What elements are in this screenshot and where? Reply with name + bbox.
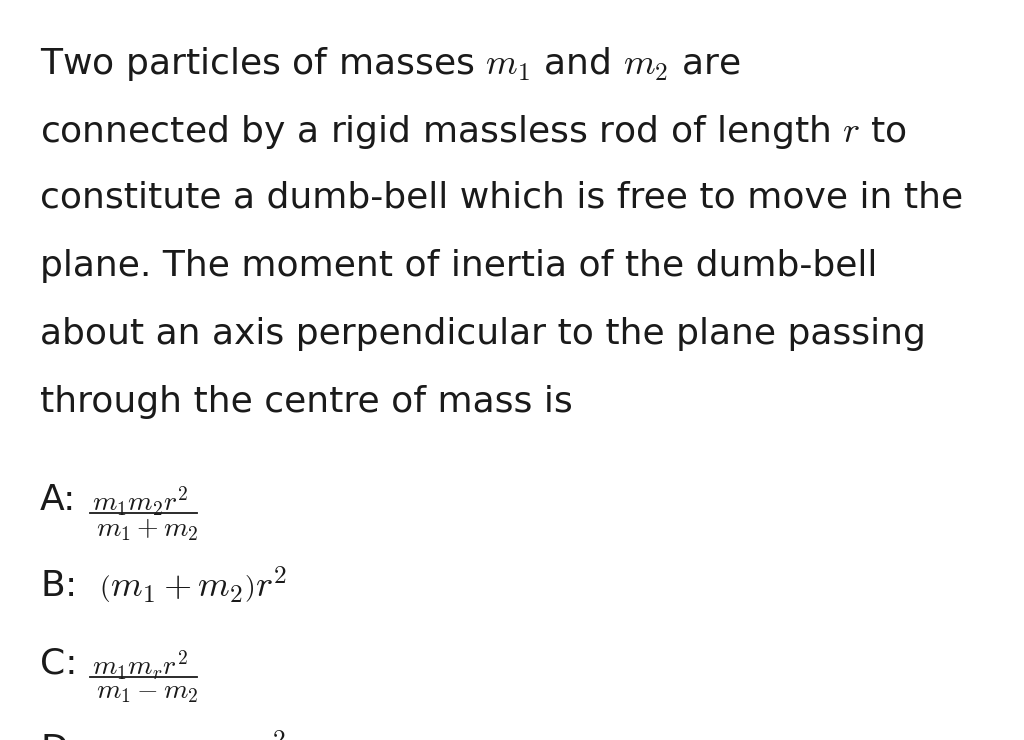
Text: $m_1-m_2$: $m_1-m_2$: [96, 680, 199, 705]
Text: Two particles of masses $m_1$ and $m_2$ are: Two particles of masses $m_1$ and $m_2$ …: [40, 45, 740, 83]
Text: A:: A:: [40, 483, 77, 517]
Text: about an axis perpendicular to the plane passing: about an axis perpendicular to the plane…: [40, 317, 926, 351]
Text: $m_1+m_2$: $m_1+m_2$: [96, 516, 199, 542]
Text: connected by a rigid massless rod of length $r$ to: connected by a rigid massless rod of len…: [40, 113, 907, 151]
Text: B:  $\left(m_1 + m_2\right) r^2$: B: $\left(m_1 + m_2\right) r^2$: [40, 565, 287, 606]
Text: $m_1m_rr^2$: $m_1m_rr^2$: [92, 649, 187, 682]
Text: D:  $\left(m_1 - m_2\right) r^2$: D: $\left(m_1 - m_2\right) r^2$: [40, 729, 286, 740]
Text: through the centre of mass is: through the centre of mass is: [40, 385, 572, 419]
Text: C:: C:: [40, 647, 78, 681]
Text: $m_1m_2r^2$: $m_1m_2r^2$: [92, 485, 188, 518]
Text: plane. The moment of inertia of the dumb-bell: plane. The moment of inertia of the dumb…: [40, 249, 878, 283]
Text: constitute a dumb-bell which is free to move in the: constitute a dumb-bell which is free to …: [40, 181, 964, 215]
